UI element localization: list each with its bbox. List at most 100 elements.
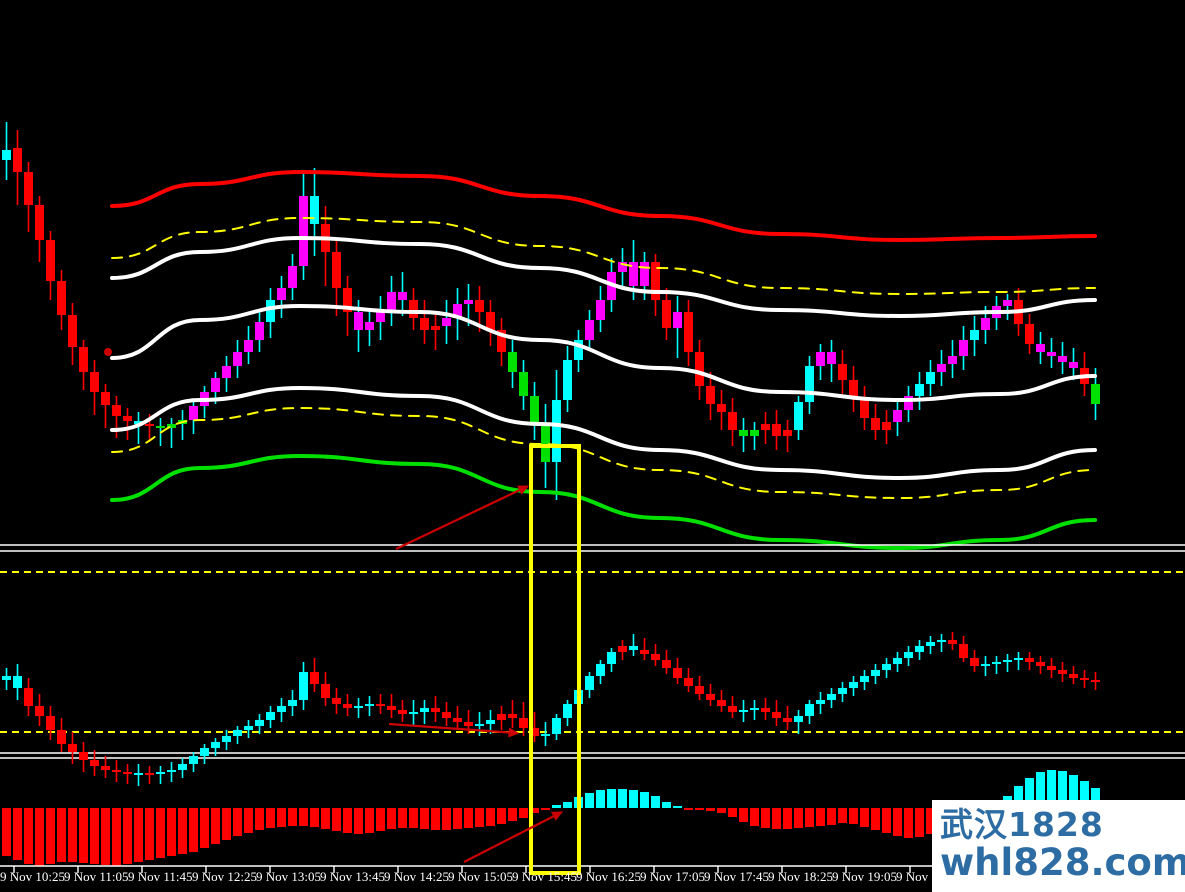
price-candle-body [277, 288, 286, 300]
histogram-bar [79, 808, 88, 863]
site-watermark: 武汉1828 whl828.com [932, 800, 1185, 892]
histogram-bar [211, 808, 220, 844]
oscillator-candle-body [563, 704, 572, 718]
price-candle-body [233, 352, 242, 366]
oscillator-candle-body [1091, 680, 1100, 682]
signal-highlight-box[interactable] [529, 444, 581, 875]
price-candle-body [409, 300, 418, 318]
price-candle-body [728, 412, 737, 430]
oscillator-candle-body [68, 744, 77, 752]
oscillator-candle-body [882, 664, 891, 670]
histogram-bar [893, 808, 902, 836]
price-candle-body [189, 406, 198, 420]
price-signal-arrow [395, 485, 530, 550]
oscillator-candle-body [79, 752, 88, 760]
oscillator-candle-body [937, 640, 946, 642]
histogram-bar [1025, 778, 1034, 808]
oscillator-candle-body [717, 700, 726, 706]
price-candle-body [464, 300, 473, 304]
price-dot-marker [104, 348, 112, 356]
oscillator-candle-body [277, 706, 286, 712]
price-candle-body [497, 330, 506, 352]
price-candle-body [585, 320, 594, 340]
oscillator-candle-body [167, 770, 176, 772]
histogram-bar [783, 808, 792, 829]
histogram-bar [134, 808, 143, 862]
annotation-arrows-group [388, 485, 564, 863]
oscillator-candle-body [1058, 670, 1067, 674]
price-candle-body [739, 430, 748, 436]
oscillator-candle-body [706, 694, 715, 700]
oscillator-candle-body [508, 714, 517, 718]
price-candle-body [2, 150, 11, 160]
oscillator-candle-body [464, 722, 473, 726]
histogram-bar [508, 808, 517, 821]
oscillator-candle-body [970, 658, 979, 666]
histogram-bar [266, 808, 275, 828]
highlight-box-group[interactable] [529, 444, 581, 875]
oscillator-candle-body [673, 668, 682, 678]
price-candle-body [244, 340, 253, 352]
oscillator-candle-body [794, 716, 803, 722]
price-candle-body [849, 380, 858, 398]
price-candle-body [673, 312, 682, 328]
oscillator-candle-body [684, 678, 693, 686]
oscillator-candle-body [376, 704, 385, 706]
histogram-bar [761, 808, 770, 828]
oscillator-candle-body [299, 672, 308, 700]
histogram-bar [497, 808, 506, 824]
oscillator-candle-body [838, 688, 847, 694]
price-candle-body [937, 364, 946, 372]
histogram-bar [1091, 788, 1100, 808]
oscillator-candle-body [596, 664, 605, 676]
price-candle-body [816, 352, 825, 366]
oscillator-candle-body [904, 652, 913, 658]
price-candle-body [442, 318, 451, 326]
histogram-bar [145, 808, 154, 860]
histogram-bar [1058, 771, 1067, 808]
price-candle-body [1036, 344, 1045, 352]
histogram-bar [871, 808, 880, 830]
histogram-bar [101, 808, 110, 865]
price-candle-body [255, 322, 264, 340]
price-candle-body [684, 312, 693, 352]
histogram-bar [420, 808, 429, 829]
oscillator-candle-body [244, 726, 253, 730]
histogram-bar [541, 808, 550, 810]
histogram-bar [684, 808, 693, 810]
oscillator-candle-body [662, 660, 671, 668]
histogram-bar [255, 808, 264, 830]
price-candle-body [761, 424, 770, 430]
histogram-bar [673, 806, 682, 808]
time-axis-label: 9 Nov 10:25 [0, 869, 65, 884]
histogram-bar [299, 808, 308, 826]
watermark-line-2: whl828.com [940, 841, 1185, 884]
price-candle-body [13, 148, 22, 172]
price-candle-body [90, 372, 99, 392]
histogram-bar [926, 808, 935, 834]
oscillator-candle-body [101, 766, 110, 770]
oscillator-candle-body [1036, 662, 1045, 666]
watermark-line-1: 武汉1828 [940, 805, 1104, 844]
histogram-bar [35, 808, 44, 866]
histogram-bar [123, 808, 132, 864]
histogram-bar [882, 808, 891, 833]
oscillator-candle-body [189, 756, 198, 764]
price-candle-body [288, 266, 297, 288]
time-axis-label: 9 Nov 17:05 [640, 869, 705, 884]
histogram-signal-arrow [463, 811, 564, 863]
time-axis-label: 9 Nov 13:05 [256, 869, 321, 884]
oscillator-candle-body [486, 720, 495, 724]
oscillator-candle-body [420, 708, 429, 712]
histogram-bar [365, 808, 374, 833]
histogram-bar [409, 808, 418, 828]
price-candles-group [2, 122, 1100, 500]
upper-yellow-dashed [111, 216, 1096, 296]
price-candle-body [365, 322, 374, 330]
price-candle-body [574, 340, 583, 360]
oscillator-candle-body [860, 676, 869, 682]
histogram-bar [189, 808, 198, 852]
oscillator-candle-body [112, 770, 121, 772]
oscillator-candle-body [134, 773, 143, 775]
